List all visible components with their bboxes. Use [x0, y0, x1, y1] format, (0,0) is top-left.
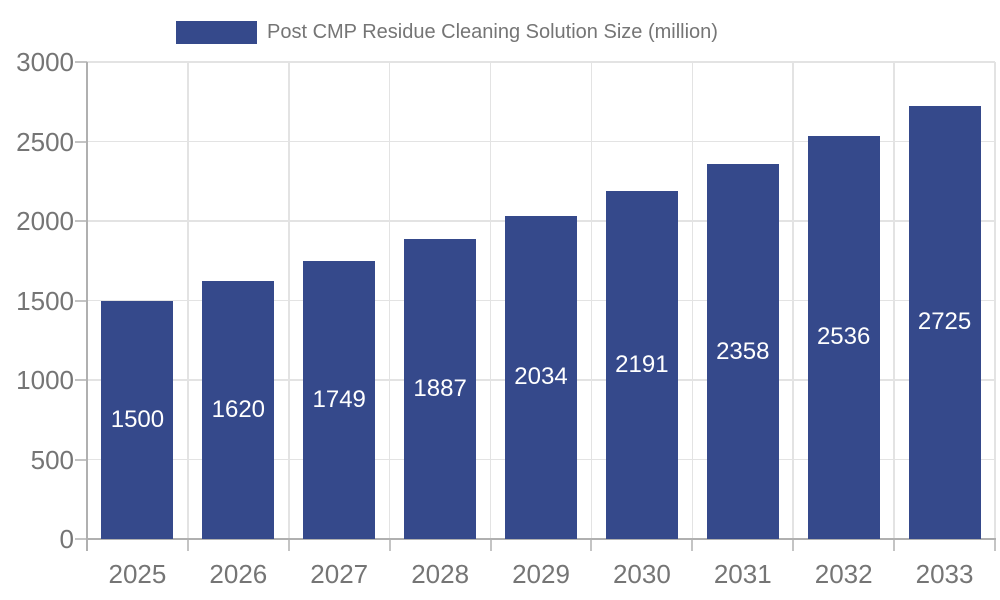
y-tick: [75, 379, 87, 381]
legend-swatch: [176, 20, 257, 44]
x-axis-line: [86, 538, 996, 540]
x-tick-label: 2029: [512, 559, 570, 589]
x-tick-label: 2032: [814, 559, 873, 589]
bar[interactable]: 1620: [202, 281, 275, 539]
y-tick-label: 0: [59, 524, 74, 554]
x-tick: [893, 539, 896, 551]
bar[interactable]: 2725: [908, 105, 981, 539]
bar-value-label: 1749: [312, 385, 366, 413]
x-tick-label: 2027: [310, 559, 369, 589]
x-tick: [994, 539, 996, 551]
x-tick: [388, 539, 391, 551]
y-tick: [75, 61, 87, 63]
gridline-v: [489, 62, 492, 539]
gridline-h: [87, 140, 995, 143]
y-tick: [75, 299, 87, 302]
y-tick-label: 1000: [16, 365, 74, 395]
gridline-h: [87, 61, 995, 63]
bar[interactable]: 1500: [101, 300, 174, 539]
x-tick-label: 2031: [713, 559, 772, 589]
legend-label: Post CMP Residue Cleaning Solution Size …: [267, 20, 718, 43]
y-tick-label: 2000: [16, 206, 74, 236]
gridline-v: [792, 62, 794, 539]
bar-value-label: 2536: [816, 323, 871, 351]
y-tick-label: 3000: [16, 47, 74, 77]
gridline-v: [590, 62, 593, 539]
bar-value-label: 1887: [413, 374, 467, 402]
y-tick-label: 1500: [16, 285, 74, 316]
bar[interactable]: 2536: [807, 135, 880, 539]
x-tick-label: 2026: [209, 559, 268, 589]
legend[interactable]: Post CMP Residue Cleaning Solution Size …: [176, 20, 718, 44]
x-tick-label: 2028: [411, 559, 470, 589]
bar-value-label: 1500: [110, 405, 165, 433]
bar-value-label: 2191: [615, 350, 669, 378]
y-tick: [75, 220, 87, 222]
gridline-v: [893, 62, 895, 539]
y-tick: [75, 458, 87, 461]
y-tick-label: 2500: [16, 126, 74, 157]
x-tick-label: 2025: [108, 559, 167, 589]
bar-value-label: 2358: [716, 337, 770, 365]
x-tick: [287, 539, 290, 551]
gridline-v: [994, 62, 996, 539]
x-tick: [792, 539, 795, 551]
bar-value-label: 2725: [917, 308, 972, 336]
x-tick: [691, 539, 694, 551]
bar[interactable]: 1887: [404, 238, 477, 539]
gridline-v: [187, 62, 189, 539]
bar-value-label: 2034: [514, 363, 568, 391]
x-tick: [186, 539, 189, 551]
bar[interactable]: 2191: [605, 190, 678, 539]
gridline-v: [691, 62, 694, 539]
y-tick-label: 500: [30, 444, 74, 475]
x-tick-label: 2030: [612, 559, 671, 589]
bar[interactable]: 2034: [505, 215, 577, 539]
bar-value-label: 1620: [211, 396, 266, 424]
x-tick: [489, 539, 492, 551]
gridline-v: [288, 62, 290, 539]
bar[interactable]: 1749: [303, 260, 376, 539]
y-axis-line: [86, 62, 88, 551]
y-tick: [75, 538, 87, 540]
gridline-v: [388, 62, 391, 539]
x-tick: [590, 539, 593, 551]
y-tick: [75, 140, 87, 143]
x-tick-label: 2033: [915, 559, 974, 589]
bar[interactable]: 2358: [706, 164, 779, 539]
